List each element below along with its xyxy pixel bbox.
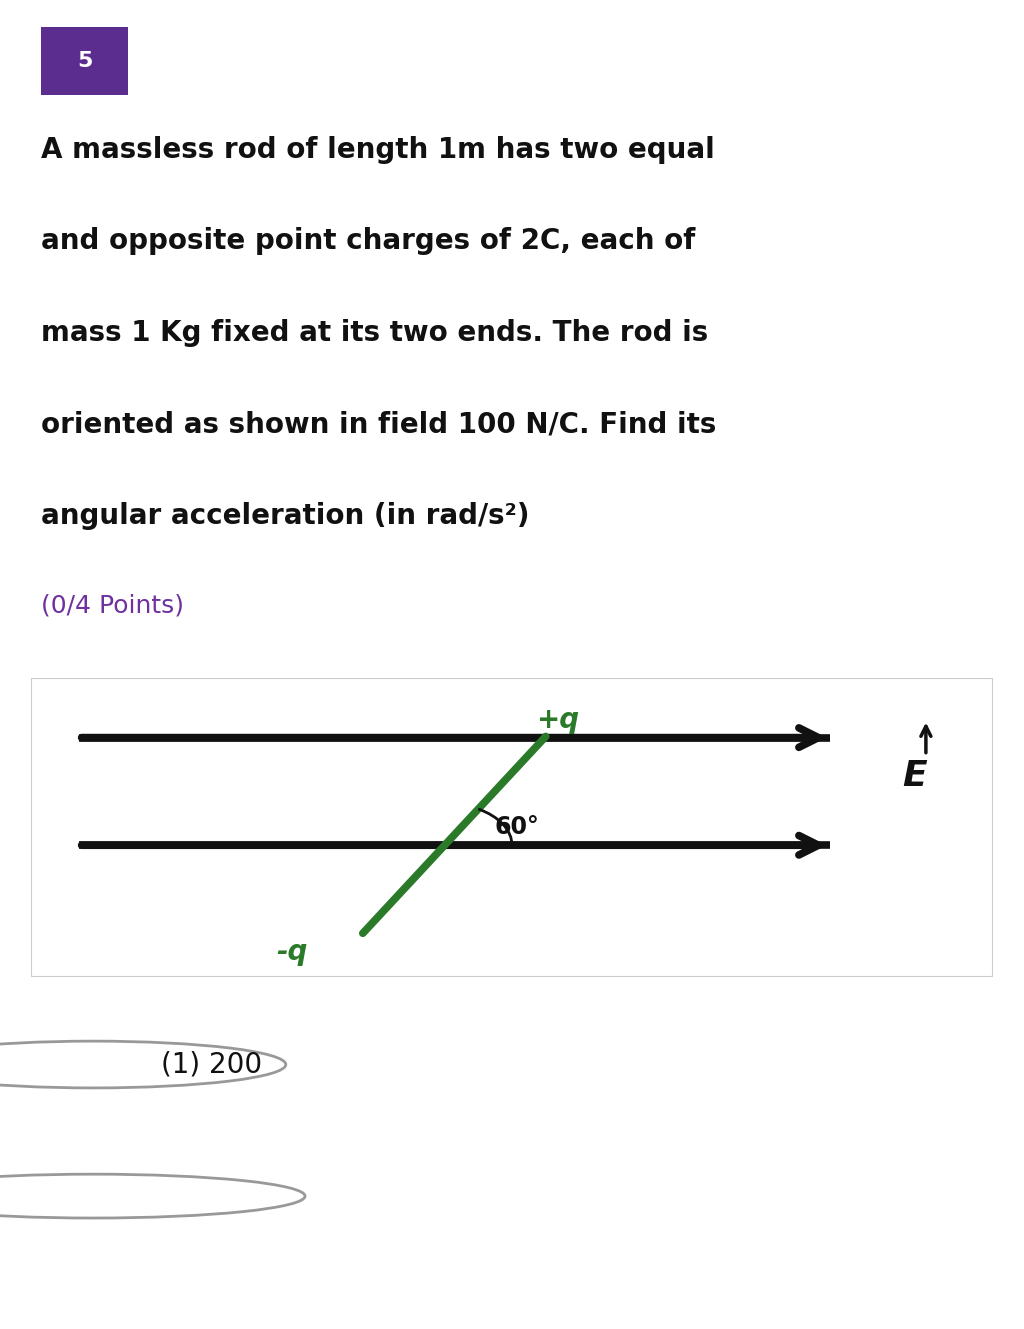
Text: (1) 200: (1) 200	[161, 1050, 262, 1079]
Text: angular acceleration (in rad/s²): angular acceleration (in rad/s²)	[41, 501, 529, 529]
Text: -q: -q	[276, 938, 307, 966]
Text: oriented as shown in field 100 N/C. Find its: oriented as shown in field 100 N/C. Find…	[41, 411, 717, 439]
Text: (0/4 Points): (0/4 Points)	[41, 593, 184, 617]
Circle shape	[0, 1041, 286, 1088]
Text: +q: +q	[537, 706, 580, 734]
Circle shape	[0, 1175, 305, 1217]
Text: A massless rod of length 1m has two equal: A massless rod of length 1m has two equa…	[41, 136, 715, 163]
Text: 5: 5	[77, 51, 92, 70]
Text: mass 1 Kg fixed at its two ends. The rod is: mass 1 Kg fixed at its two ends. The rod…	[41, 319, 709, 347]
Text: and opposite point charges of 2C, each of: and opposite point charges of 2C, each o…	[41, 227, 695, 255]
Text: E: E	[902, 759, 927, 792]
Text: 60°: 60°	[495, 816, 540, 840]
Bar	[41, 27, 128, 94]
